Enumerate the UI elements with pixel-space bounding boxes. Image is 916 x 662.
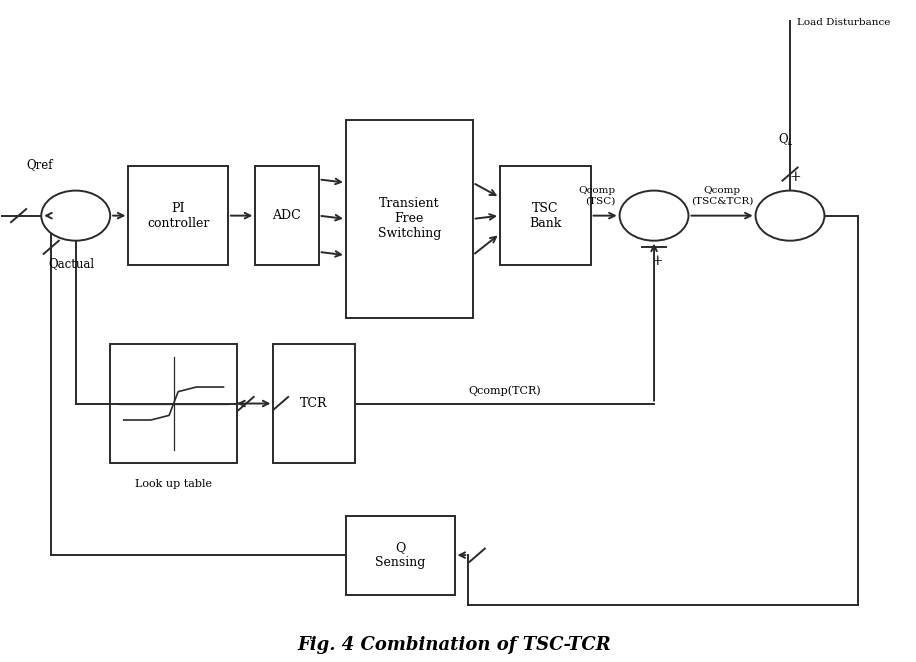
FancyBboxPatch shape bbox=[500, 166, 591, 265]
FancyBboxPatch shape bbox=[346, 120, 473, 318]
Text: −: − bbox=[805, 222, 816, 236]
FancyBboxPatch shape bbox=[128, 166, 228, 265]
Text: Transient
Free
Switching: Transient Free Switching bbox=[377, 197, 441, 240]
Text: Load Disturbance: Load Disturbance bbox=[797, 18, 890, 27]
FancyBboxPatch shape bbox=[110, 344, 237, 463]
Circle shape bbox=[41, 191, 110, 241]
Text: +: + bbox=[790, 170, 801, 184]
Text: Qactual: Qactual bbox=[49, 257, 94, 270]
Circle shape bbox=[756, 191, 824, 241]
Text: +: + bbox=[627, 195, 639, 209]
Text: Qcomp
(TSC): Qcomp (TSC) bbox=[578, 186, 615, 206]
Text: Look up table: Look up table bbox=[136, 479, 213, 489]
Text: ADC: ADC bbox=[273, 209, 301, 222]
Text: TSC
Bank: TSC Bank bbox=[529, 202, 562, 230]
Circle shape bbox=[619, 191, 689, 241]
Text: +: + bbox=[49, 195, 60, 209]
FancyBboxPatch shape bbox=[273, 344, 354, 463]
Text: Q
Sensing: Q Sensing bbox=[375, 541, 425, 569]
FancyBboxPatch shape bbox=[256, 166, 319, 265]
Text: PI
controller: PI controller bbox=[147, 202, 210, 230]
Text: Qcomp(TCR): Qcomp(TCR) bbox=[468, 385, 540, 396]
Text: +: + bbox=[651, 254, 663, 268]
FancyBboxPatch shape bbox=[346, 516, 454, 594]
Text: Q$_L$: Q$_L$ bbox=[778, 132, 793, 148]
Text: TCR: TCR bbox=[300, 397, 328, 410]
Text: Fig. 4 Combination of TSC-TCR: Fig. 4 Combination of TSC-TCR bbox=[298, 636, 612, 654]
Text: −: − bbox=[49, 222, 60, 236]
Text: Qref: Qref bbox=[27, 158, 53, 171]
Text: Qcomp
(TSC&TCR): Qcomp (TSC&TCR) bbox=[691, 186, 753, 206]
